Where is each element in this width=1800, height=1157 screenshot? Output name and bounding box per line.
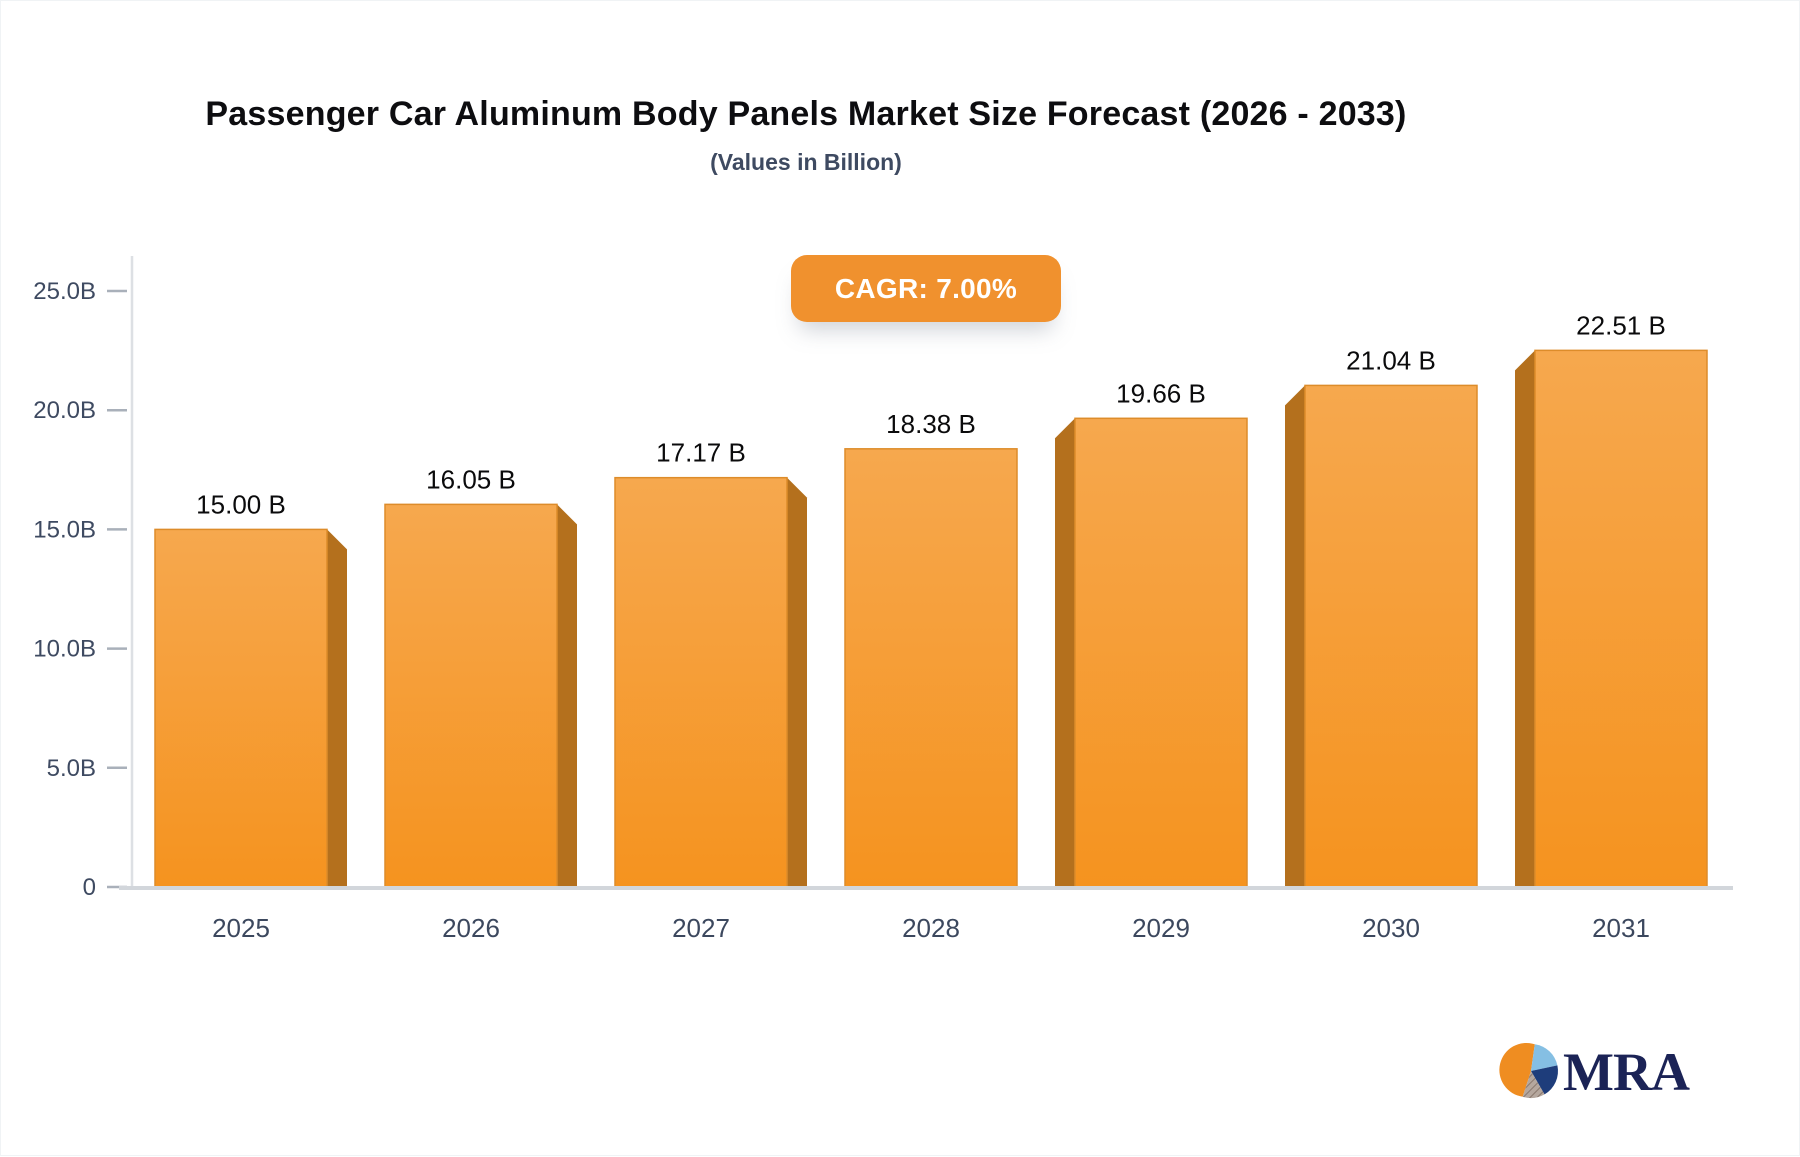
bar-side-face [1055,418,1075,887]
bar-side-face [1285,385,1305,887]
bar-2028 [844,448,1018,888]
bar-2026 [384,503,558,888]
x-axis-label: 2029 [1132,913,1190,943]
bar-group-2025: 15.00 B 2025 [154,489,347,943]
bar-value-label: 18.38 B [886,409,976,439]
bar-side-face [327,529,347,887]
pie-slice-orange [1499,1042,1535,1097]
bar-group-2027: 17.17 B 2027 [614,438,807,943]
bar-group-2026: 16.05 B 2026 [384,464,577,943]
x-axis-label: 2028 [902,913,960,943]
pie-slice-hatched [1522,1071,1545,1099]
bar-group-2031: 22.51 B 2031 [1515,310,1708,943]
bar-value-label: 16.05 B [426,464,516,494]
bar-2027 [614,476,788,888]
pie-slice-lightblue [1531,1044,1558,1071]
cagr-badge: CAGR: 7.00% [791,255,1061,322]
bar-value-label: 21.04 B [1346,345,1436,375]
mra-logo-text: MRA [1563,1042,1690,1102]
y-tick-label: 10.0B [33,636,96,663]
mra-logo: MRA [1499,1042,1691,1102]
bar-value-label: 22.51 B [1576,310,1666,340]
y-tick-label: 15.0B [33,516,96,543]
bar-2031 [1534,349,1708,888]
y-tick-label: 20.0B [33,397,96,424]
bar-value-label: 19.66 B [1116,378,1206,408]
chart-subtitle: (Values in Billion) [710,149,902,175]
bar-2025 [154,528,328,888]
bar-side-face [557,504,577,887]
chart-title: Passenger Car Aluminum Body Panels Marke… [205,95,1407,133]
bar-group-2029: 19.66 B 2029 [1055,378,1248,943]
bar-group-2028: 18.38 B 2028 [844,409,1018,943]
bar-value-label: 17.17 B [656,438,746,468]
bar-2030 [1304,384,1478,888]
x-axis-label: 2025 [212,913,270,943]
bar-group-2030: 21.04 B 2030 [1285,345,1478,943]
bar-value-label: 15.00 B [196,489,286,519]
x-axis-label: 2031 [1592,913,1650,943]
bar-side-face [1515,350,1535,888]
pie-slice-navy [1531,1065,1558,1095]
x-axis-label: 2027 [672,913,730,943]
y-tick-label: 25.0B [33,278,96,305]
y-tick-label: 5.0B [47,755,96,782]
y-tick-label: 0 [83,874,96,901]
bar-2029 [1074,417,1248,888]
bar-side-face [787,477,807,887]
x-axis-label: 2030 [1362,913,1420,943]
mra-logo-pie-icon [1499,1042,1558,1099]
x-axis-label: 2026 [442,913,500,943]
cagr-badge-label: CAGR: 7.00% [834,272,1018,304]
